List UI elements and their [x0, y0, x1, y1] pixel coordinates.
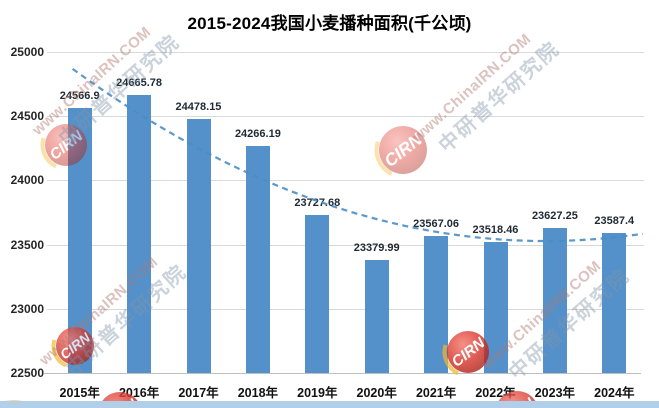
bar-2020年	[364, 260, 389, 373]
x-tick-label: 2023年	[534, 386, 576, 400]
cirn-ball-logo: CIRN	[374, 121, 432, 179]
x-tick-label: 2015年	[59, 386, 100, 400]
bar-value-label: 23379.99	[353, 242, 400, 254]
x-tick-label: 2020年	[356, 386, 397, 400]
bar-2023年	[542, 228, 567, 373]
bar-value-label: 24665.78	[116, 76, 163, 89]
yellow-swoosh-remnant	[0, 400, 35, 408]
y-tick-label: 23500	[10, 237, 44, 252]
bar-2016年	[127, 94, 152, 373]
bar-value-label: 23587.4	[594, 215, 635, 228]
bar-2024年	[602, 233, 627, 373]
grid-line	[47, 52, 644, 53]
x-axis-line	[44, 373, 641, 374]
bar-2019年	[305, 215, 330, 373]
bar-2017年	[186, 119, 211, 373]
bar-2022年	[483, 242, 508, 373]
bar-value-label: 24266.19	[234, 128, 281, 141]
grid-line	[47, 244, 644, 246]
y-tick-label: 24000	[10, 173, 44, 188]
bar-2015年	[67, 107, 92, 373]
bar-value-label: 24566.9	[59, 89, 100, 102]
y-tick-label: 25000	[10, 45, 44, 59]
grid-line	[47, 308, 644, 310]
y-tick-label: 24500	[10, 109, 44, 124]
watermark-url-text: www.ChinaIRN.COM	[36, 253, 162, 369]
cirn-logo-text: CIRN	[380, 129, 426, 171]
x-tick-label: 2019年	[297, 386, 338, 400]
bar-value-label: 23727.68	[294, 197, 341, 210]
bottom-watermark-strip	[0, 401, 659, 408]
x-tick-label: 2021年	[415, 386, 457, 400]
watermark-text-group: www.ChinaIRN.COM 中研普华研究院	[36, 244, 192, 391]
bar-value-label: 23518.46	[472, 224, 519, 237]
y-tick-label: 23000	[10, 301, 44, 316]
x-tick-label: 2018年	[237, 386, 279, 400]
x-tick-label: 2017年	[178, 386, 219, 400]
bar-value-label: 24478.15	[175, 101, 222, 113]
watermark-url-text: www.ChinaIRN.COM	[409, 30, 535, 146]
y-tick-label: 22500	[10, 366, 44, 380]
bar-2018年	[245, 146, 270, 373]
watermark-text-group: www.ChinaIRN.COM 中研普华研究院	[409, 21, 565, 168]
bar-2021年	[424, 235, 449, 373]
chart-title: 2015-2024我国小麦播种面积(千公顷)	[187, 14, 472, 33]
x-tick-label: 2024年	[594, 386, 635, 400]
